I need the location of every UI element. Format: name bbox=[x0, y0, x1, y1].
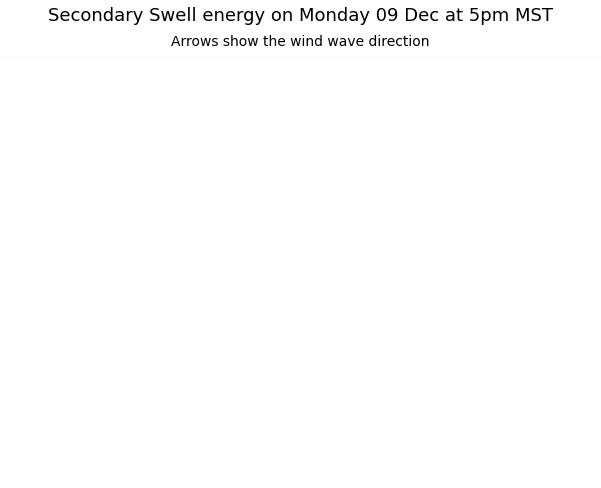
Text: Secondary Swell energy on Monday 09 Dec at 5pm MST: Secondary Swell energy on Monday 09 Dec … bbox=[48, 7, 553, 25]
Text: Arrows show the wind wave direction: Arrows show the wind wave direction bbox=[171, 35, 430, 49]
Text: Map requires cartopy: Map requires cartopy bbox=[197, 264, 404, 283]
